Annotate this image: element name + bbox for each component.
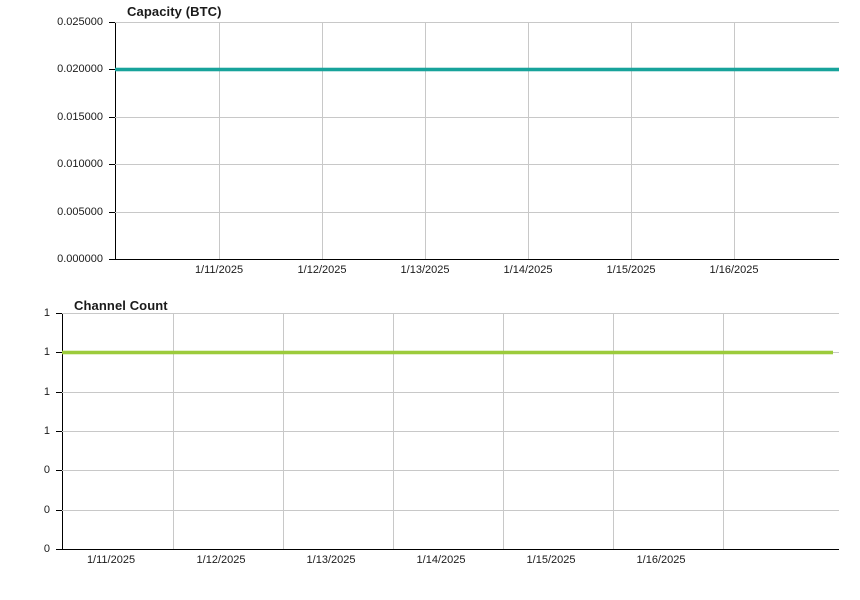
- capacity-gridline-v-5: [734, 22, 735, 259]
- capacity-gridline-v-0: [219, 22, 220, 259]
- channel-count-ytick-label-5: 0: [43, 504, 50, 516]
- capacity-x-axis: [115, 259, 839, 260]
- channel-count-plot-area: [62, 313, 839, 549]
- capacity-gridline-v-4: [631, 22, 632, 259]
- capacity-ytick-mark-5: [109, 259, 115, 260]
- capacity-ytick-label-2: 0.015000: [57, 111, 103, 123]
- capacity-xtick-label-0: 1/11/2025: [194, 264, 244, 276]
- channel-count-gridline-h-3: [62, 431, 839, 432]
- channel-count-chart-panel: Channel Count 1 1 1 1 0 0 0 1/11/2025 1/…: [0, 295, 860, 600]
- channel-count-ytick-label-1: 1: [43, 346, 50, 358]
- channel-count-gridline-v-0: [173, 313, 174, 549]
- channel-count-chart-title: Channel Count: [74, 298, 168, 313]
- capacity-ytick-mark-1: [109, 69, 115, 70]
- capacity-ytick-label-3: 0.010000: [57, 158, 103, 170]
- channel-count-ytick-mark-2: [56, 392, 62, 393]
- channel-count-ytick-label-2: 1: [43, 386, 50, 398]
- capacity-ytick-label-5: 0.000000: [57, 253, 103, 265]
- channel-count-series-line: [62, 351, 833, 354]
- channel-count-x-axis: [62, 549, 839, 550]
- channel-count-gridline-h-4: [62, 470, 839, 471]
- channel-count-ytick-mark-0: [56, 313, 62, 314]
- channel-count-xtick-label-4: 1/15/2025: [526, 554, 576, 566]
- capacity-gridline-v-2: [425, 22, 426, 259]
- channel-count-ytick-mark-3: [56, 431, 62, 432]
- capacity-gridline-v-3: [528, 22, 529, 259]
- channel-count-gridline-v-5: [723, 313, 724, 549]
- capacity-gridline-h-2: [115, 117, 839, 118]
- capacity-xtick-label-2: 1/13/2025: [400, 264, 450, 276]
- capacity-series-line: [115, 68, 839, 71]
- capacity-xtick-label-1: 1/12/2025: [297, 264, 347, 276]
- channel-count-xtick-label-5: 1/16/2025: [636, 554, 686, 566]
- channel-count-ytick-mark-5: [56, 510, 62, 511]
- channel-count-ytick-mark-1: [56, 352, 62, 353]
- capacity-y-axis: [115, 22, 116, 260]
- channel-count-ytick-mark-6: [56, 549, 62, 550]
- channel-count-ytick-label-6: 0: [43, 543, 50, 555]
- channel-count-ytick-mark-4: [56, 470, 62, 471]
- channel-count-ytick-label-4: 0: [43, 464, 50, 476]
- capacity-ytick-label-1: 0.020000: [57, 63, 103, 75]
- capacity-chart-panel: Capacity (BTC) 0.025000 0.020000 0.01500…: [57, 4, 839, 276]
- capacity-gridline-h-3: [115, 164, 839, 165]
- channel-count-gridline-v-3: [503, 313, 504, 549]
- capacity-ytick-label-0: 0.025000: [57, 16, 103, 28]
- channel-count-xtick-label-3: 1/14/2025: [416, 554, 466, 566]
- channel-count-ytick-label-3: 1: [43, 425, 50, 437]
- channel-count-gridline-v-2: [393, 313, 394, 549]
- capacity-plot-area: [115, 22, 839, 259]
- channel-count-gridline-h-5: [62, 510, 839, 511]
- channel-count-ytick-label-0: 1: [43, 307, 50, 319]
- capacity-gridline-h-4: [115, 212, 839, 213]
- channel-count-gridline-v-4: [613, 313, 614, 549]
- capacity-ytick-mark-2: [109, 117, 115, 118]
- channel-count-xtick-label-2: 1/13/2025: [306, 554, 356, 566]
- capacity-xtick-label-4: 1/15/2025: [606, 264, 656, 276]
- capacity-ytick-mark-3: [109, 164, 115, 165]
- capacity-xtick-label-5: 1/16/2025: [709, 264, 759, 276]
- capacity-gridline-v-1: [322, 22, 323, 259]
- capacity-ytick-label-4: 0.005000: [57, 206, 103, 218]
- capacity-xtick-label-3: 1/14/2025: [503, 264, 553, 276]
- channel-count-xtick-label-0: 1/11/2025: [86, 554, 136, 566]
- capacity-chart-title: Capacity (BTC): [127, 4, 222, 19]
- capacity-ytick-mark-0: [109, 22, 115, 23]
- capacity-gridline-h-0: [115, 22, 839, 23]
- channel-count-xtick-label-1: 1/12/2025: [196, 554, 246, 566]
- channel-count-gridline-v-1: [283, 313, 284, 549]
- channel-count-gridline-h-2: [62, 392, 839, 393]
- capacity-ytick-mark-4: [109, 212, 115, 213]
- channel-count-gridline-h-0: [62, 313, 839, 314]
